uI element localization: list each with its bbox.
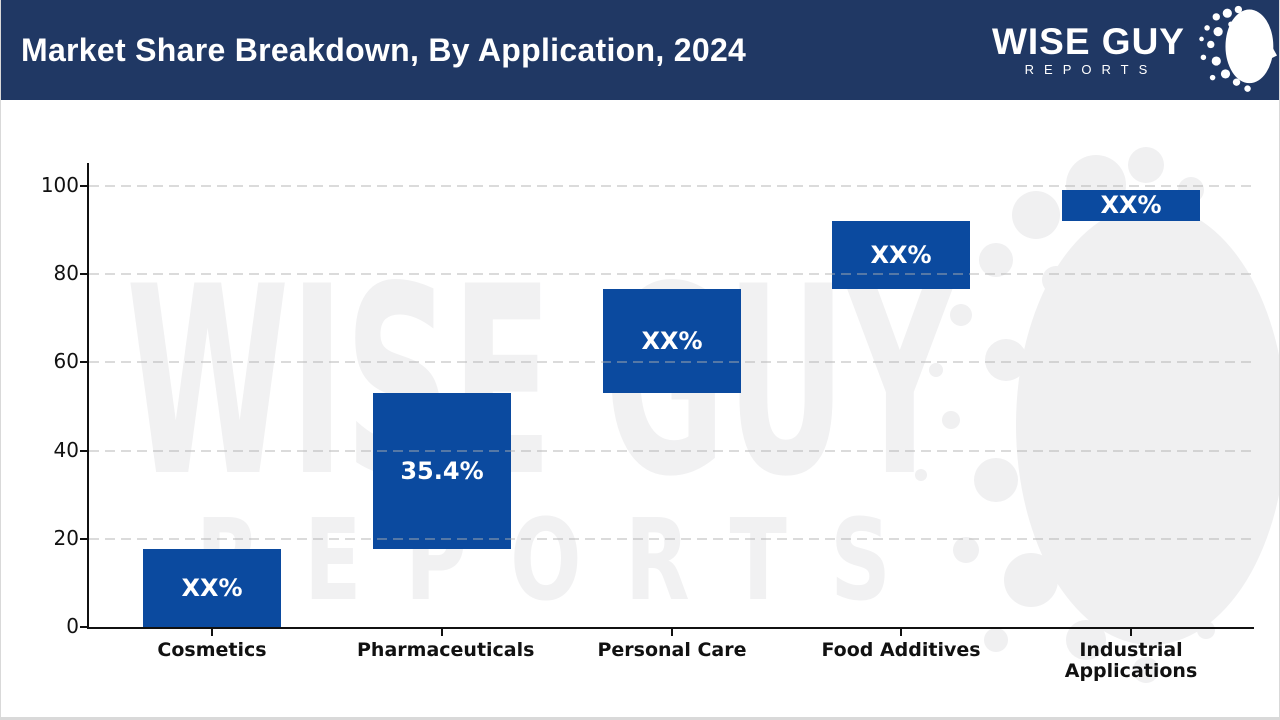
y-tick-label: 20 xyxy=(53,525,79,550)
bar-segment: XX% xyxy=(603,289,741,393)
category-label: Cosmetics xyxy=(157,639,267,661)
bar-value-label: XX% xyxy=(1100,191,1162,220)
brand-logo: WISE GUY REPORTS xyxy=(992,4,1277,96)
y-axis-tick xyxy=(80,449,89,452)
y-axis-tick xyxy=(80,273,89,276)
bar-value-label: XX% xyxy=(181,573,243,602)
bar-segment: XX% xyxy=(1062,189,1200,221)
y-axis-tick xyxy=(80,537,89,540)
header-bar: Market Share Breakdown, By Application, … xyxy=(1,0,1279,100)
bar-value-label: XX% xyxy=(870,241,932,269)
bar-value-label: 35.4% xyxy=(400,456,484,485)
category-label: Personal Care xyxy=(597,639,747,661)
logo-face-icon xyxy=(1199,5,1277,92)
bar-segment: XX% xyxy=(143,548,281,627)
gridline xyxy=(89,537,1254,540)
y-tick-label: 40 xyxy=(53,437,79,462)
y-axis-tick xyxy=(80,185,89,187)
logo-subtext: REPORTS xyxy=(1024,62,1158,78)
gridline xyxy=(89,273,1254,276)
gridline xyxy=(89,449,1254,452)
category-label: Pharmaceuticals xyxy=(357,639,535,661)
y-tick-label: 0 xyxy=(66,614,79,638)
brand-logo-text: WISE GUY REPORTS xyxy=(991,20,1185,78)
y-tick-label: 80 xyxy=(53,261,79,286)
category-label: Industrial Applications xyxy=(1064,639,1198,682)
x-axis-line xyxy=(87,627,1254,629)
bar-segment: 35.4% xyxy=(373,392,511,549)
x-axis-tick xyxy=(671,627,673,636)
gridline xyxy=(89,361,1254,364)
x-axis-tick xyxy=(211,627,213,636)
category-label: Food Additives xyxy=(821,639,981,661)
y-tick-label: 60 xyxy=(53,349,79,374)
x-axis-tick xyxy=(441,627,443,636)
gridline xyxy=(89,185,1254,187)
y-axis-tick xyxy=(80,361,89,364)
x-axis-tick xyxy=(900,627,902,636)
y-tick-label: 100 xyxy=(40,173,79,197)
bar-value-label: XX% xyxy=(641,327,703,355)
logo-wordmark: WISE GUY xyxy=(991,20,1185,62)
page-title: Market Share Breakdown, By Application, … xyxy=(21,31,747,68)
bar-segment: XX% xyxy=(832,220,970,290)
y-axis-tick xyxy=(80,626,89,628)
y-axis-line xyxy=(87,163,89,629)
